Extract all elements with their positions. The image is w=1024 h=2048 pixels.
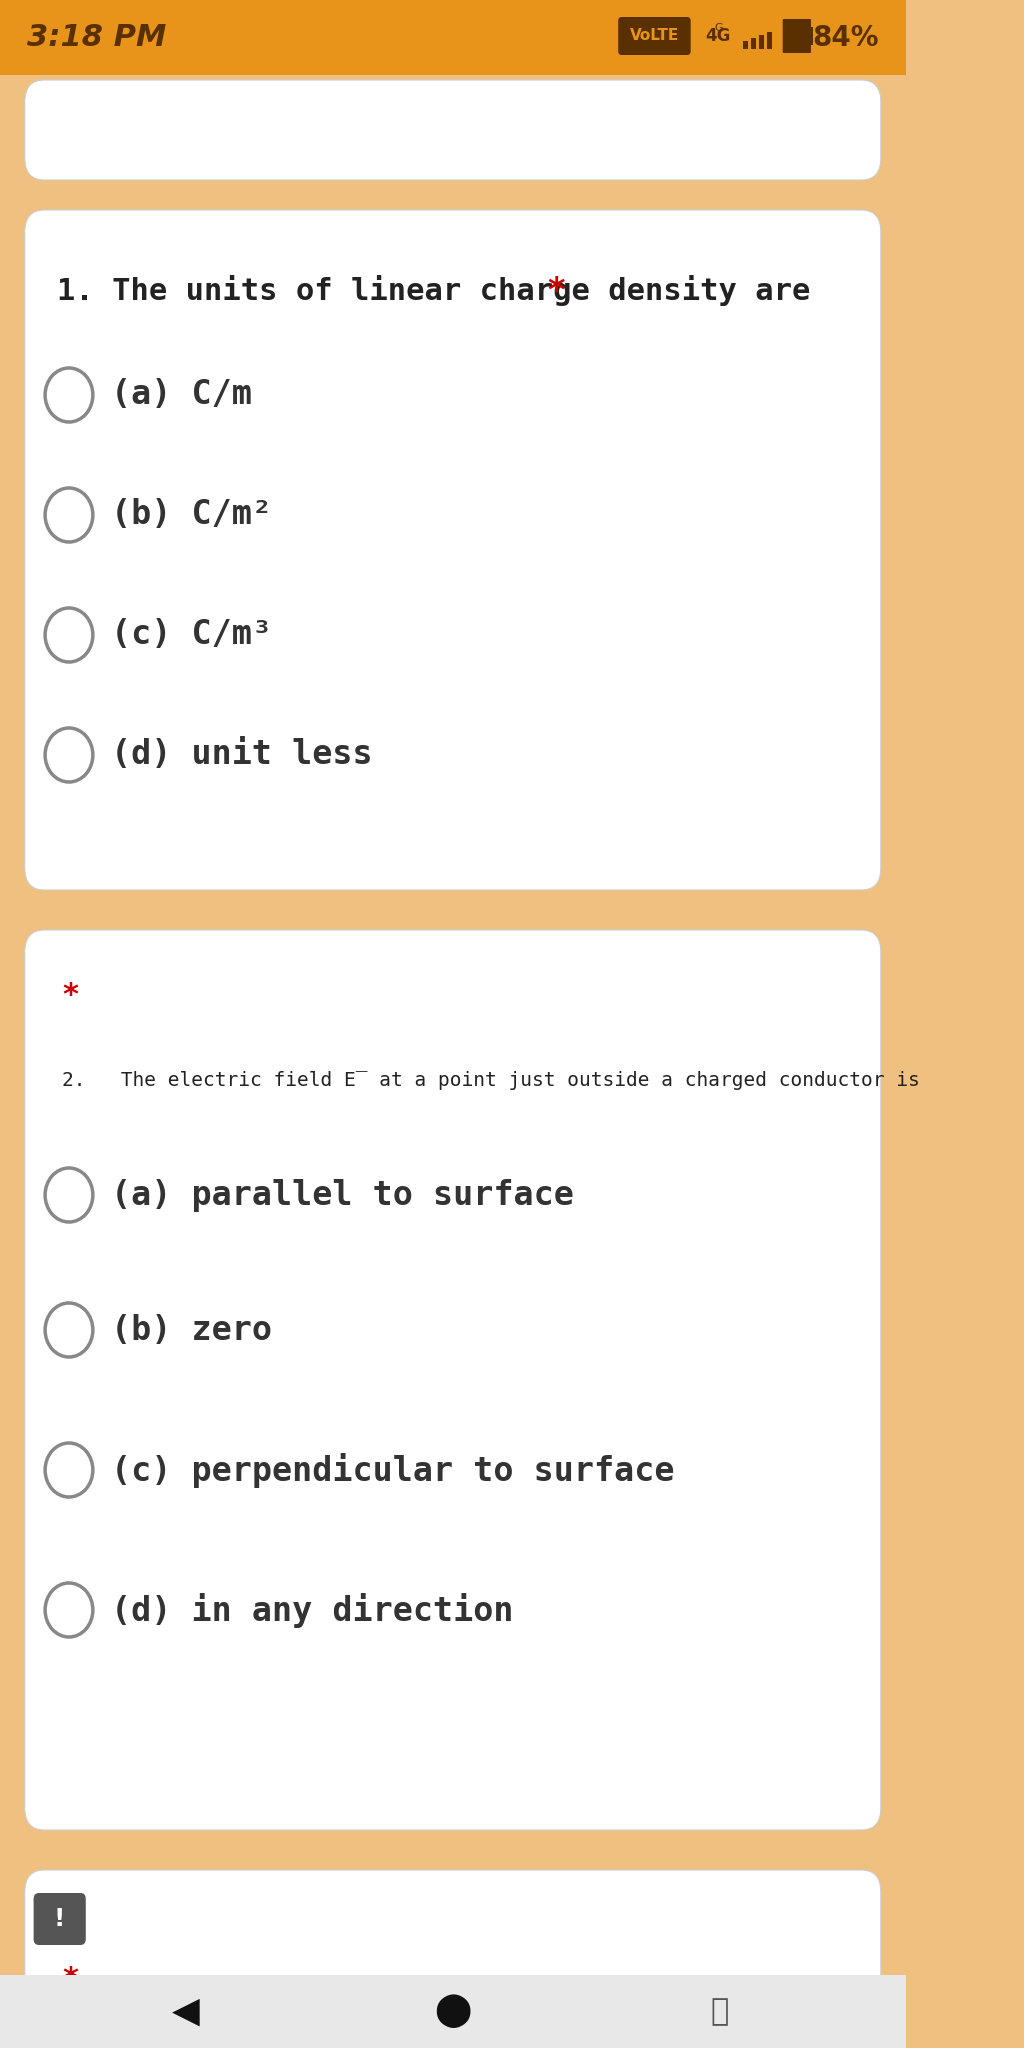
Text: (a) C/m: (a) C/m — [111, 379, 252, 412]
FancyBboxPatch shape — [759, 35, 764, 49]
Text: ⬛: ⬛ — [711, 1997, 729, 2025]
Text: (a) parallel to surface: (a) parallel to surface — [111, 1178, 573, 1212]
Text: 3:18 PM: 3:18 PM — [27, 23, 166, 51]
FancyBboxPatch shape — [25, 930, 881, 1831]
Text: *: * — [548, 274, 565, 307]
FancyBboxPatch shape — [767, 33, 772, 49]
Text: 2.   The electric field E̅ at a point just outside a charged conductor is: 2. The electric field E̅ at a point just… — [61, 1071, 920, 1090]
Text: (c) perpendicular to surface: (c) perpendicular to surface — [111, 1452, 674, 1487]
Text: G: G — [715, 23, 723, 33]
Text: (b) C/m²: (b) C/m² — [111, 498, 271, 532]
Text: VoLTE: VoLTE — [630, 29, 679, 43]
FancyBboxPatch shape — [0, 0, 905, 76]
FancyBboxPatch shape — [808, 27, 813, 45]
Text: *: * — [61, 981, 78, 1010]
FancyBboxPatch shape — [34, 1892, 86, 1946]
Text: (d) in any direction: (d) in any direction — [111, 1593, 513, 1628]
Text: 1. The units of linear charge density are: 1. The units of linear charge density ar… — [57, 274, 829, 305]
FancyBboxPatch shape — [0, 1974, 905, 2048]
FancyBboxPatch shape — [782, 18, 811, 53]
FancyBboxPatch shape — [742, 41, 749, 49]
Text: 84%: 84% — [813, 23, 879, 51]
FancyBboxPatch shape — [751, 39, 756, 49]
Text: (c) C/m³: (c) C/m³ — [111, 618, 271, 651]
Text: ◀: ◀ — [172, 1995, 200, 2028]
Text: ⬤: ⬤ — [434, 1995, 471, 2028]
Text: !: ! — [53, 1907, 65, 1931]
Text: *: * — [61, 1966, 78, 1995]
Text: (b) zero: (b) zero — [111, 1313, 271, 1346]
FancyBboxPatch shape — [25, 211, 881, 891]
FancyBboxPatch shape — [618, 16, 691, 55]
Text: (d) unit less: (d) unit less — [111, 739, 372, 772]
Text: 4G: 4G — [706, 27, 731, 45]
FancyBboxPatch shape — [25, 1870, 881, 2030]
FancyBboxPatch shape — [25, 80, 881, 180]
